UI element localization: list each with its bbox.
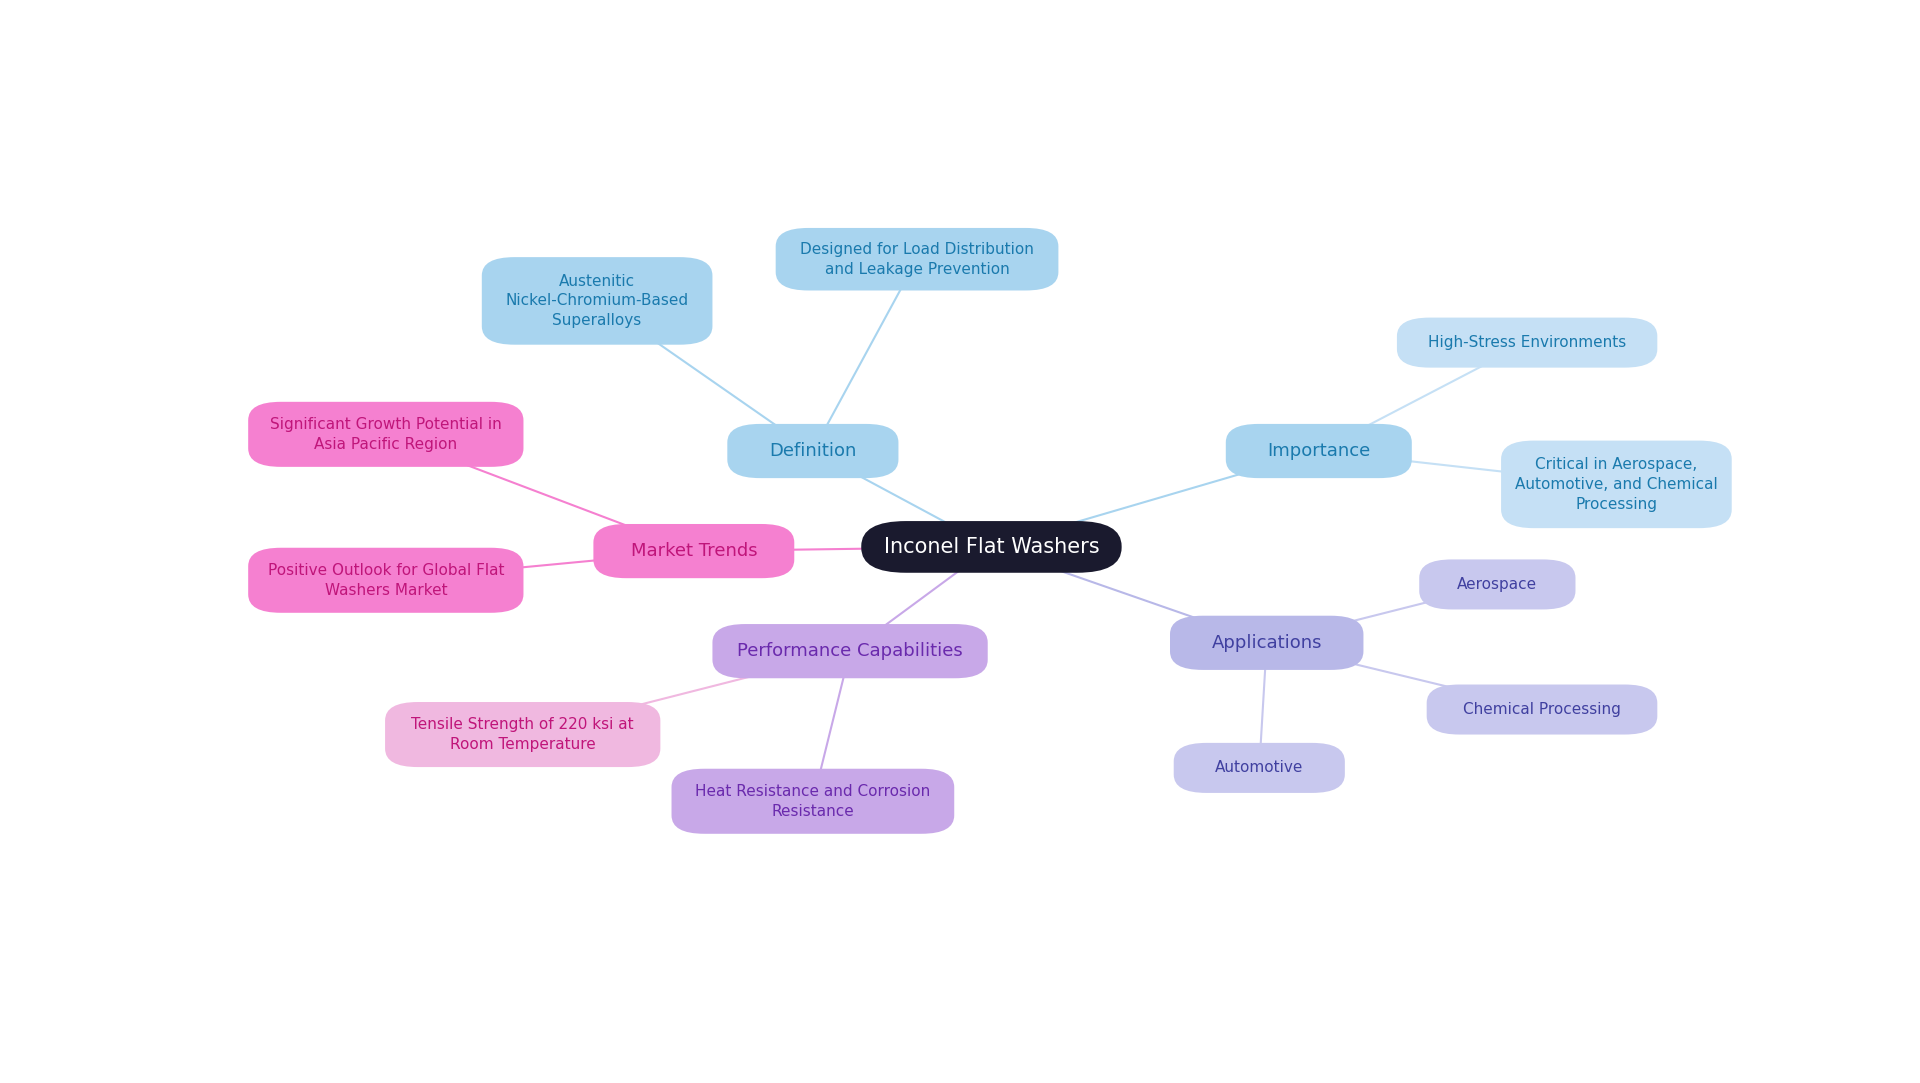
FancyBboxPatch shape	[776, 227, 1058, 290]
Text: Heat Resistance and Corrosion
Resistance: Heat Resistance and Corrosion Resistance	[695, 784, 931, 819]
Text: Chemical Processing: Chemical Processing	[1463, 702, 1620, 717]
Text: Automotive: Automotive	[1215, 760, 1304, 775]
FancyBboxPatch shape	[1225, 423, 1411, 478]
FancyBboxPatch shape	[728, 423, 899, 478]
Text: Market Trends: Market Trends	[630, 543, 756, 560]
FancyBboxPatch shape	[1501, 441, 1732, 529]
FancyBboxPatch shape	[1427, 684, 1657, 734]
FancyBboxPatch shape	[1419, 560, 1576, 610]
FancyBboxPatch shape	[1169, 616, 1363, 670]
Text: Aerospace: Aerospace	[1457, 577, 1538, 592]
FancyBboxPatch shape	[482, 257, 712, 344]
FancyBboxPatch shape	[1173, 743, 1344, 793]
Text: Applications: Applications	[1212, 634, 1323, 652]
Text: Critical in Aerospace,
Automotive, and Chemical
Processing: Critical in Aerospace, Automotive, and C…	[1515, 457, 1718, 511]
Text: Positive Outlook for Global Flat
Washers Market: Positive Outlook for Global Flat Washers…	[267, 563, 505, 598]
FancyBboxPatch shape	[248, 402, 524, 467]
Text: Performance Capabilities: Performance Capabilities	[737, 642, 964, 661]
FancyBboxPatch shape	[593, 524, 795, 578]
FancyBboxPatch shape	[672, 769, 954, 834]
FancyBboxPatch shape	[862, 521, 1121, 573]
FancyBboxPatch shape	[1398, 317, 1657, 367]
Text: High-Stress Environments: High-Stress Environments	[1428, 335, 1626, 350]
FancyBboxPatch shape	[386, 702, 660, 767]
Text: Significant Growth Potential in
Asia Pacific Region: Significant Growth Potential in Asia Pac…	[271, 417, 501, 452]
FancyBboxPatch shape	[712, 624, 987, 678]
FancyBboxPatch shape	[248, 548, 524, 613]
Text: Importance: Importance	[1267, 442, 1371, 460]
Text: Tensile Strength of 220 ksi at
Room Temperature: Tensile Strength of 220 ksi at Room Temp…	[411, 717, 634, 752]
Text: Designed for Load Distribution
and Leakage Prevention: Designed for Load Distribution and Leaka…	[801, 242, 1035, 276]
Text: Definition: Definition	[770, 442, 856, 460]
Text: Inconel Flat Washers: Inconel Flat Washers	[883, 537, 1100, 557]
Text: Austenitic
Nickel-Chromium-Based
Superalloys: Austenitic Nickel-Chromium-Based Superal…	[505, 274, 689, 328]
